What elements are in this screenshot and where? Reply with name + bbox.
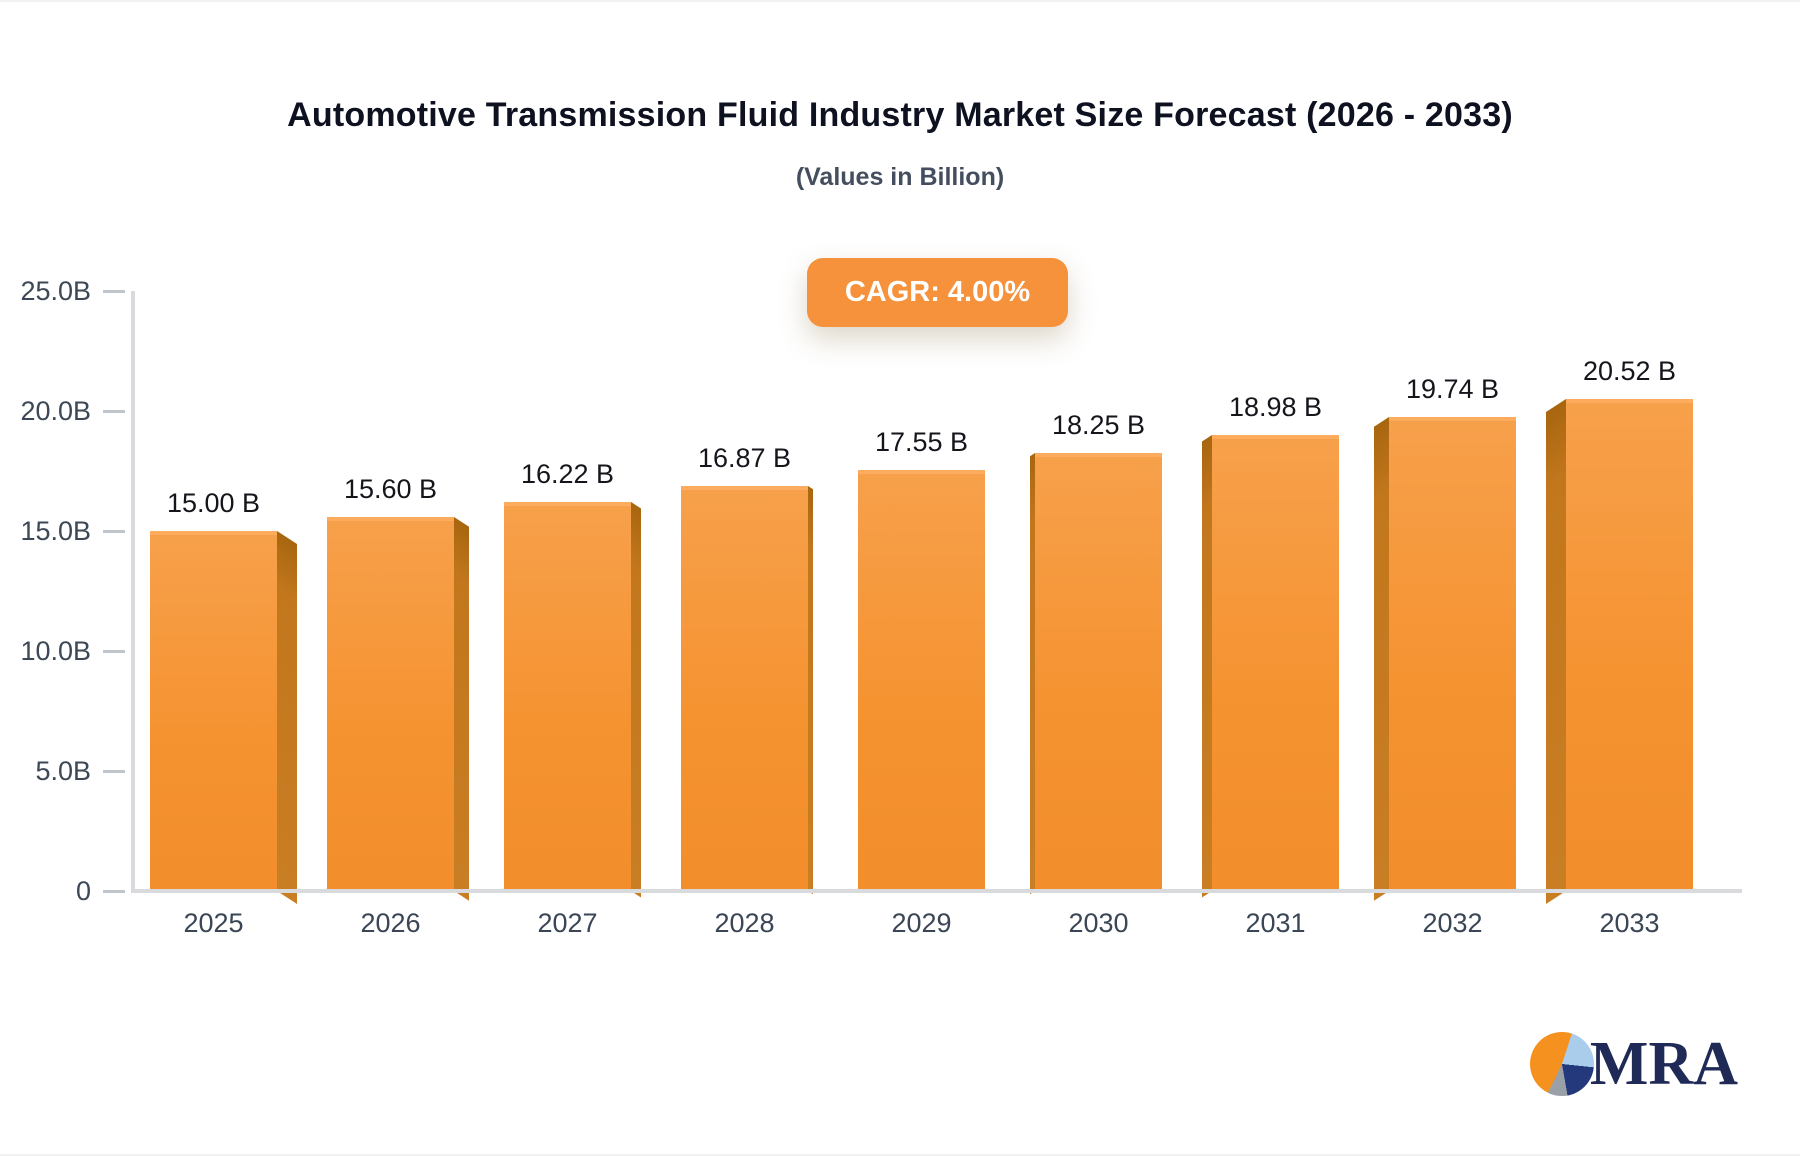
- y-axis-tick: 25.0B: [0, 275, 125, 306]
- bar-face: [150, 531, 277, 891]
- bar-group: 15.00 B 2025: [150, 488, 297, 938]
- y-axis-tick-mark: [103, 529, 125, 533]
- y-axis-tick-mark: [103, 889, 125, 893]
- y-axis-tick-label: 20.0B: [20, 395, 91, 426]
- bar-side-3d: [1202, 435, 1212, 898]
- bar-group: 20.52 B 2033: [1546, 356, 1693, 938]
- y-axis-tick-mark: [103, 409, 125, 413]
- bar-value-label: 15.00 B: [166, 488, 261, 518]
- x-axis-label: 2028: [714, 908, 775, 938]
- chart-subtitle: (Values in Billion): [795, 163, 1005, 191]
- bar-group: 18.25 B 2030: [1030, 410, 1162, 938]
- bar-face: [327, 516, 454, 891]
- bar-side-3d: [1546, 398, 1566, 904]
- bar-group: 15.60 B 2026: [327, 474, 469, 938]
- bar-value-label: 18.98 B: [1228, 392, 1323, 423]
- y-axis-tick: 0: [0, 875, 125, 906]
- bar-face: [1566, 398, 1693, 891]
- y-axis-tick: 20.0B: [0, 395, 125, 426]
- y-axis-line: [131, 291, 135, 893]
- bar-group: 18.98 B 2031: [1202, 392, 1339, 938]
- bar-value-label: 18.25 B: [1051, 410, 1146, 440]
- x-axis-label: 2033: [1599, 908, 1660, 938]
- y-axis-tick-label: 10.0B: [20, 635, 91, 666]
- y-axis-tick-mark: [103, 769, 125, 773]
- bar-face: [681, 486, 808, 891]
- pie-chart-icon: [1529, 1032, 1594, 1096]
- y-axis-tick-label: 5.0B: [35, 755, 91, 786]
- bar-side-3d: [1374, 417, 1389, 901]
- badge-row: CAGR: 4.00%: [133, 258, 1742, 327]
- cagr-badge: CAGR: 4.00%: [806, 258, 1069, 327]
- bar-group: 16.22 B 2027: [504, 459, 641, 938]
- bar-group: 16.87 B 2028: [681, 443, 813, 938]
- plot-area: 15.00 B 2025 15.60 B 2026 16.22 B 2027 16.87 B…: [135, 291, 1742, 938]
- y-axis-tick-mark: [103, 289, 125, 293]
- y-axis-tick-label: 0: [75, 875, 91, 906]
- y-axis-tick: 15.0B: [0, 515, 125, 546]
- bar-value-label: 16.22 B: [520, 458, 615, 489]
- bar-face: [1035, 453, 1162, 891]
- bar-group: 19.74 B 2032: [1374, 374, 1516, 938]
- logo-text: MRA: [1589, 1030, 1738, 1098]
- bar-side-3d: [454, 516, 469, 901]
- x-axis-line: [131, 889, 1742, 893]
- bar-face: [1389, 417, 1516, 891]
- bar-side-3d: [277, 531, 297, 904]
- x-axis-label: 2026: [360, 908, 421, 938]
- x-axis-label: 2030: [1068, 908, 1129, 938]
- plot-box: 15.00 B 2025 15.60 B 2026 16.22 B 2027 16.87 B…: [0, 276, 1800, 938]
- bar-group: 17.55 B 2029: [858, 427, 985, 938]
- bar-face: [1212, 435, 1339, 891]
- y-axis-tick: 10.0B: [0, 635, 125, 666]
- x-axis-label: 2031: [1245, 908, 1306, 938]
- bar-face: [858, 469, 985, 891]
- y-axis-tick-label: 25.0B: [20, 275, 91, 306]
- brand-logo: MRA: [1529, 1030, 1738, 1098]
- bar-value-label: 19.74 B: [1405, 374, 1500, 405]
- chart-region: 15.00 B 2025 15.60 B 2026 16.22 B 2027 16.87 B…: [0, 276, 1800, 953]
- bar-face: [504, 501, 631, 891]
- bar-side-3d: [808, 486, 813, 895]
- x-axis-label: 2025: [183, 908, 244, 938]
- bar-value-label: 15.60 B: [343, 473, 438, 504]
- bar-value-label: 16.87 B: [697, 443, 792, 474]
- y-axis-tick: 5.0B: [0, 755, 125, 786]
- x-axis-label: 2027: [537, 908, 598, 938]
- x-axis-label: 2032: [1422, 908, 1483, 938]
- bar-side-3d: [631, 501, 641, 898]
- x-axis-label: 2029: [891, 908, 952, 938]
- y-axis-tick-mark: [103, 649, 125, 653]
- bar-value-label: 20.52 B: [1582, 355, 1677, 386]
- bar-value-label: 17.55 B: [874, 426, 969, 457]
- y-axis-tick-label: 15.0B: [20, 515, 91, 546]
- chart-title: Automotive Transmission Fluid Industry M…: [287, 96, 1513, 134]
